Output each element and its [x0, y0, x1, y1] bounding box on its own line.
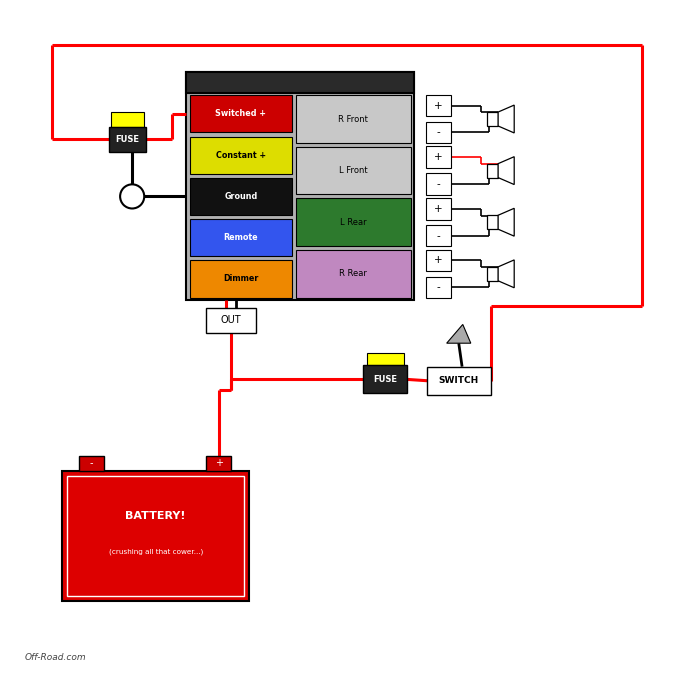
Text: -: - [437, 231, 440, 241]
Bar [190, 95, 292, 133]
Polygon shape [498, 105, 514, 133]
Bar [426, 95, 452, 116]
Bar [190, 260, 292, 297]
Text: -: - [437, 127, 440, 137]
Text: Constant +: Constant + [216, 151, 266, 160]
Circle shape [120, 184, 144, 209]
Text: -: - [437, 282, 440, 292]
Bar [78, 456, 104, 470]
Text: +: + [215, 458, 223, 468]
Bar [111, 112, 144, 127]
Text: L Rear: L Rear [340, 218, 367, 227]
Text: R Front: R Front [338, 114, 368, 124]
Polygon shape [498, 260, 514, 288]
Bar [190, 219, 292, 256]
Text: L Front: L Front [339, 166, 368, 175]
Bar [426, 225, 452, 246]
Bar [426, 147, 452, 168]
Bar [367, 353, 404, 365]
Bar [426, 250, 452, 271]
Bar [426, 174, 452, 194]
Text: Switched +: Switched + [216, 109, 266, 118]
Text: Dimmer: Dimmer [223, 275, 258, 283]
Bar [426, 198, 452, 219]
Text: SWITCH: SWITCH [439, 376, 479, 385]
Text: BATTERY!: BATTERY! [125, 511, 186, 522]
Polygon shape [498, 208, 514, 236]
Polygon shape [498, 157, 514, 184]
Text: Off-Road.com: Off-Road.com [25, 653, 87, 662]
Bar [295, 250, 411, 297]
Polygon shape [447, 324, 471, 343]
Text: R Rear: R Rear [340, 269, 368, 279]
Bar [487, 267, 498, 281]
Text: Ground: Ground [224, 192, 258, 201]
Bar [295, 95, 411, 143]
Bar [190, 178, 292, 215]
Bar [426, 277, 452, 298]
Text: Remote: Remote [223, 234, 258, 242]
Bar [487, 112, 498, 126]
Bar [190, 137, 292, 174]
Bar [427, 367, 491, 395]
Text: +: + [434, 152, 443, 162]
Text: +: + [434, 100, 443, 110]
Bar [295, 199, 411, 246]
Text: +: + [434, 256, 443, 265]
Text: -: - [437, 179, 440, 189]
Text: (crushing all that cower...): (crushing all that cower...) [108, 548, 203, 555]
Bar [62, 470, 249, 601]
Bar [487, 215, 498, 229]
Bar [295, 147, 411, 194]
Text: +: + [434, 204, 443, 214]
Bar [108, 127, 146, 152]
Text: FUSE: FUSE [116, 135, 139, 144]
Text: -: - [90, 458, 93, 468]
Bar [206, 456, 232, 470]
Bar [426, 122, 452, 143]
Text: OUT: OUT [220, 316, 241, 326]
Bar [206, 308, 256, 333]
Bar [186, 72, 414, 93]
Bar [487, 164, 498, 178]
Text: FUSE: FUSE [373, 375, 397, 384]
Bar [67, 476, 244, 596]
Bar [363, 365, 407, 394]
Bar [186, 72, 414, 299]
